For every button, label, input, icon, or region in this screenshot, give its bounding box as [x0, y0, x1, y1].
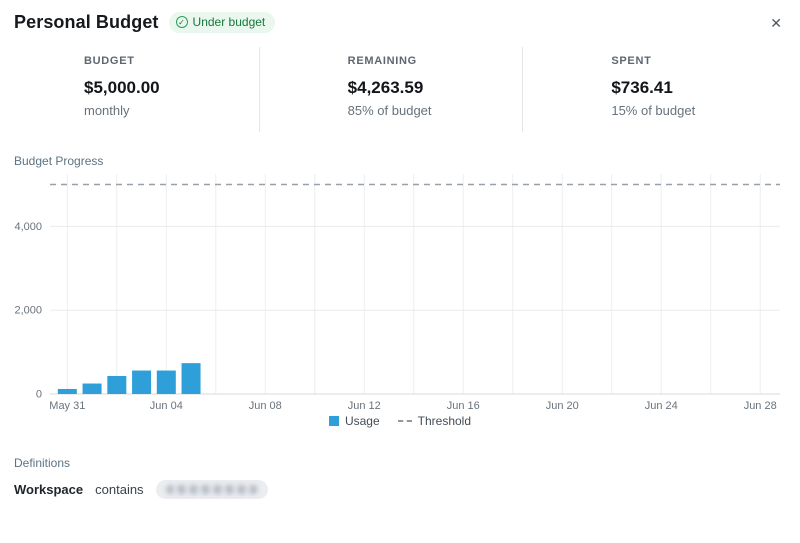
- legend-usage-label: Usage: [344, 414, 380, 428]
- stat-remaining-value: $4,263.59: [347, 78, 424, 97]
- threshold-dash-icon: [397, 420, 412, 422]
- workspace-value-redacted: [155, 480, 268, 499]
- stat-spent-value: $736.41: [611, 78, 673, 97]
- svg-text:0: 0: [36, 389, 42, 401]
- header: Personal Budget ✓ Under budget ✕: [14, 12, 786, 33]
- svg-text:Jun 12: Jun 12: [348, 400, 381, 412]
- status-badge: ✓ Under budget: [168, 12, 276, 33]
- stat-spent-sub: 15% of budget: [611, 103, 696, 118]
- stat-budget: BUDGET $5,000.00 monthly: [14, 47, 259, 132]
- status-badge-label: Under budget: [192, 15, 266, 30]
- svg-text:Jun 08: Jun 08: [249, 400, 282, 412]
- svg-text:Jun 28: Jun 28: [744, 400, 777, 412]
- stat-budget-value: $5,000.00: [84, 78, 160, 97]
- svg-text:2,000: 2,000: [14, 305, 42, 317]
- budget-chart: 0 2,000 4,000 May 31 Jun 04 Jun 08 Jun 12 Jun 1…: [14, 174, 780, 412]
- stat-budget-sub: monthly: [84, 103, 130, 118]
- redacted-text: [165, 485, 258, 494]
- usage-swatch-icon: [328, 416, 339, 426]
- stat-remaining: REMAINING $4,263.59 85% of budget: [258, 47, 523, 132]
- stat-remaining-label: REMAINING: [347, 55, 417, 67]
- definition-operator: contains: [95, 482, 144, 497]
- svg-text:Jun 16: Jun 16: [447, 400, 480, 412]
- svg-text:Jun 24: Jun 24: [645, 400, 678, 412]
- definitions-title: Definitions: [14, 456, 71, 470]
- svg-text:May 31: May 31: [49, 400, 85, 412]
- chart-section-title: Budget Progress: [14, 154, 104, 168]
- close-icon[interactable]: ✕: [766, 13, 786, 33]
- stat-budget-label: BUDGET: [84, 55, 135, 67]
- chart-legend: Usage Threshold: [14, 414, 786, 428]
- svg-text:4,000: 4,000: [14, 221, 42, 233]
- definition-row: Workspace contains: [14, 480, 786, 499]
- check-circle-icon: ✓: [175, 16, 188, 29]
- stat-spent-label: SPENT: [611, 55, 652, 67]
- stat-spent: SPENT $736.41 15% of budget: [522, 47, 786, 132]
- legend-threshold-label: Threshold: [417, 414, 472, 428]
- legend-threshold: Threshold: [397, 414, 472, 428]
- page-title: Personal Budget: [14, 12, 159, 32]
- stats-row: BUDGET $5,000.00 monthly REMAINING $4,26…: [14, 47, 786, 132]
- definition-field: Workspace: [14, 482, 84, 497]
- svg-text:Jun 04: Jun 04: [150, 400, 183, 412]
- legend-usage: Usage: [328, 414, 380, 428]
- stat-remaining-sub: 85% of budget: [347, 103, 432, 118]
- svg-text:Jun 20: Jun 20: [546, 400, 579, 412]
- definitions-section: Definitions Workspace contains: [14, 456, 786, 499]
